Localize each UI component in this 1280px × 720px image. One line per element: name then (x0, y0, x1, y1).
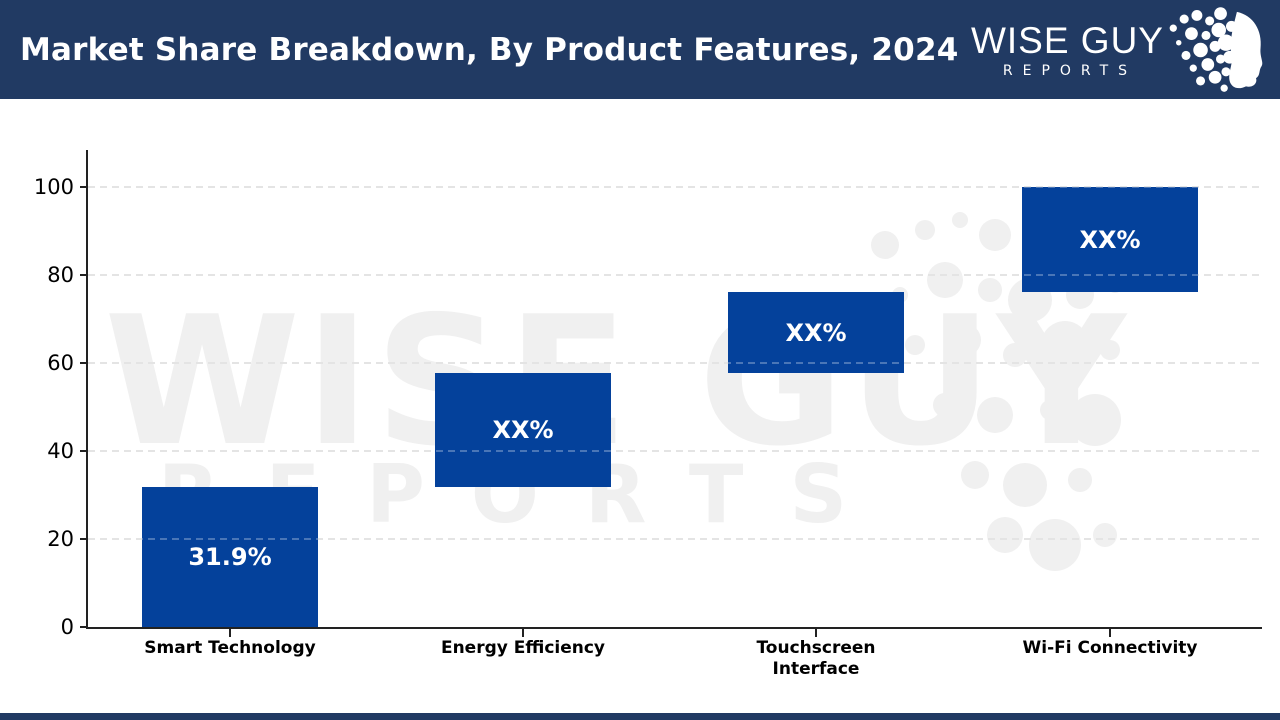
x-category-label-1: Smart Technology (144, 638, 316, 658)
header-bar: Market Share Breakdown, By Product Featu… (0, 0, 1280, 99)
bar-value-label: XX% (785, 318, 847, 347)
y-axis-line (86, 150, 88, 629)
brand-head-icon (1169, 7, 1263, 92)
x-category-label-3: Touchscreen Interface (756, 638, 876, 679)
x-axis-tick (1109, 629, 1111, 637)
y-axis-tick-60 (80, 362, 88, 364)
bar-value-label: XX% (1079, 225, 1141, 254)
bar-energy-efficiency: XX% (435, 373, 611, 487)
x-category-label-2: Energy Efficiency (440, 638, 606, 658)
y-axis-tick-20 (80, 538, 88, 540)
y-axis-tick-label: 0 (60, 615, 74, 639)
gridline-overlay-100 (88, 186, 1262, 188)
gridline-80 (88, 274, 1262, 276)
gridline-60 (88, 362, 1262, 364)
y-axis-tick-label: 100 (33, 175, 74, 199)
y-axis-tick-label: 20 (47, 527, 74, 551)
x-axis-tick (815, 629, 817, 637)
gridline-overlay-60 (88, 362, 1262, 364)
x-axis-line (86, 627, 1262, 629)
gridline-overlay-40 (88, 450, 1262, 452)
gridline-100 (88, 186, 1262, 188)
bar-touchscreen-interface: XX% (728, 292, 904, 374)
x-category-label-4: Wi-Fi Connectivity (1022, 638, 1198, 658)
brand-logo-text: WISE GUY REPORTS (970, 20, 1164, 80)
brand-logo: WISE GUY REPORTS (971, 6, 1266, 94)
y-axis-tick-40 (80, 450, 88, 452)
bar-value-label: 31.9% (188, 542, 272, 571)
x-axis-tick (522, 629, 524, 637)
y-axis-tick-label: 40 (47, 439, 74, 463)
footer-bar (0, 713, 1280, 720)
brand-subtitle: REPORTS (1002, 63, 1138, 79)
y-axis-tick-label: 60 (47, 351, 74, 375)
y-axis-tick-label: 80 (47, 263, 74, 287)
gridline-overlay-20 (88, 538, 1262, 540)
gridline-20 (88, 538, 1262, 540)
bar-smart-technology: 31.9% (142, 486, 318, 627)
gridline-overlay-80 (88, 274, 1262, 276)
bar-value-label: XX% (492, 415, 554, 444)
gridline-40 (88, 450, 1262, 452)
x-axis-tick (229, 629, 231, 637)
page-title: Market Share Breakdown, By Product Featu… (20, 31, 959, 68)
brand-name: WISE GUY (970, 20, 1164, 61)
y-axis-tick-80 (80, 274, 88, 276)
y-axis-tick-0 (80, 626, 88, 628)
bar-wi-fi-connectivity: XX% (1022, 187, 1198, 293)
y-axis-tick-100 (80, 186, 88, 188)
